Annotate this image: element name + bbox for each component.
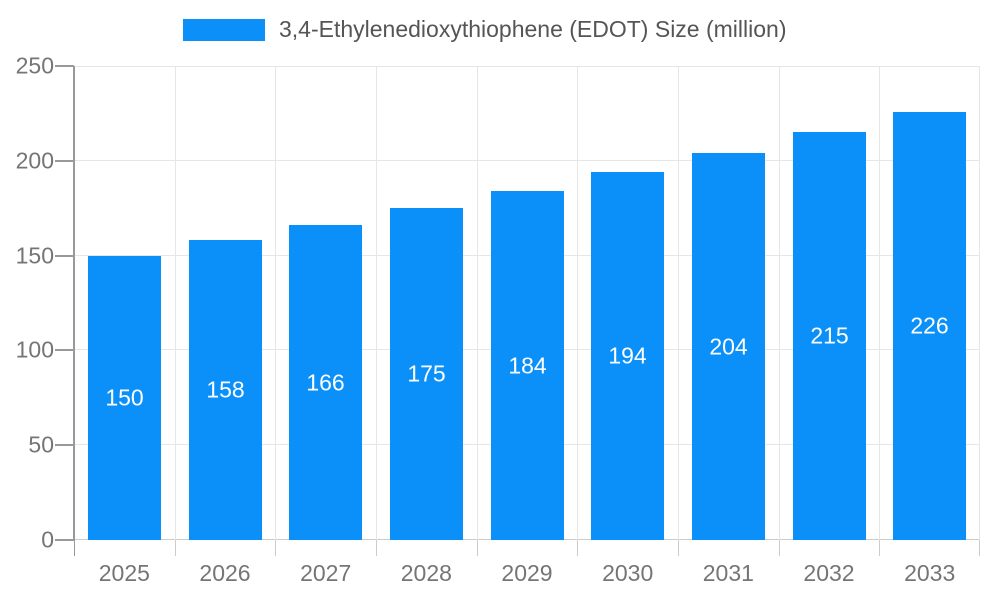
bar-value-2028: 175 xyxy=(407,360,446,387)
category-boundary-line-3 xyxy=(376,66,377,540)
x-axis-tick-0 xyxy=(74,540,75,556)
y-axis-label-150: 150 xyxy=(15,242,54,269)
x-axis-label-2025: 2025 xyxy=(98,560,150,586)
x-axis-tick-8 xyxy=(879,540,880,556)
y-axis-label-0: 0 xyxy=(41,526,54,553)
gridline-200 xyxy=(74,159,980,161)
bar-value-2030: 194 xyxy=(608,342,647,369)
x-axis-tick-4 xyxy=(477,540,478,556)
y-axis-tick-0 xyxy=(55,539,74,541)
y-axis-tick-150 xyxy=(55,254,74,257)
legend-label: 3,4-Ethylenedioxythiophene (EDOT) Size (… xyxy=(279,16,787,42)
x-axis-tick-7 xyxy=(779,540,780,556)
y-axis-tick-200 xyxy=(55,159,74,162)
y-axis-tick-100 xyxy=(55,349,74,352)
x-axis-label-2031: 2031 xyxy=(702,560,754,586)
x-axis-tick-2 xyxy=(275,540,276,556)
bar-2027[interactable]: 166 xyxy=(289,225,362,540)
bar-value-2031: 204 xyxy=(709,333,748,359)
category-boundary-line-6 xyxy=(678,66,679,540)
x-axis-tick-6 xyxy=(678,540,679,556)
x-axis-label-2027: 2027 xyxy=(300,560,352,586)
legend-swatch-icon xyxy=(183,18,265,41)
category-boundary-line-9 xyxy=(979,66,980,540)
category-boundary-line-7 xyxy=(779,66,780,540)
bar-value-2027: 166 xyxy=(306,369,345,395)
bar-2025[interactable]: 150 xyxy=(88,256,161,540)
bar-value-2025: 150 xyxy=(105,384,144,411)
category-boundary-line-4 xyxy=(477,66,478,540)
y-axis-label-100: 100 xyxy=(15,336,54,363)
x-axis-label-2028: 2028 xyxy=(400,560,452,586)
x-axis-tick-3 xyxy=(376,540,377,556)
x-axis-label-2026: 2026 xyxy=(199,560,251,586)
y-axis-label-50: 50 xyxy=(28,431,54,458)
bar-2026[interactable]: 158 xyxy=(189,240,262,540)
bar-2033[interactable]: 226 xyxy=(893,112,966,540)
y-axis-tick-50 xyxy=(55,444,74,447)
category-boundary-line-2 xyxy=(275,66,276,540)
x-axis-label-2033: 2033 xyxy=(904,560,956,586)
bar-2030[interactable]: 194 xyxy=(591,172,664,540)
bar-2029[interactable]: 184 xyxy=(491,191,564,540)
bar-value-2029: 184 xyxy=(508,352,547,378)
x-axis-tick-9 xyxy=(979,540,980,556)
category-boundary-line-1 xyxy=(175,66,176,540)
bar-value-2033: 226 xyxy=(910,312,949,339)
legend[interactable]: 3,4-Ethylenedioxythiophene (EDOT) Size (… xyxy=(183,16,787,43)
plot-area: 150 158 166 175 184 194 204 215 226 xyxy=(74,66,980,540)
x-axis-tick-5 xyxy=(577,540,578,556)
x-axis-label-2030: 2030 xyxy=(602,560,654,586)
bar-2032[interactable]: 215 xyxy=(793,132,866,540)
y-axis-line xyxy=(73,66,75,540)
x-axis-label-2032: 2032 xyxy=(803,560,855,586)
y-axis-label-250: 250 xyxy=(15,52,54,79)
y-axis-tick-250 xyxy=(55,65,74,67)
bar-value-2026: 158 xyxy=(206,376,245,403)
bar-value-2032: 215 xyxy=(810,322,849,349)
category-boundary-line-5 xyxy=(577,66,578,540)
x-axis-label-2029: 2029 xyxy=(501,560,553,586)
gridline-250 xyxy=(74,66,980,67)
x-axis-tick-1 xyxy=(175,540,176,556)
category-boundary-line-8 xyxy=(879,66,880,540)
bar-2031[interactable]: 204 xyxy=(692,153,765,540)
y-axis-label-200: 200 xyxy=(15,147,54,174)
bar-2028[interactable]: 175 xyxy=(390,208,463,540)
